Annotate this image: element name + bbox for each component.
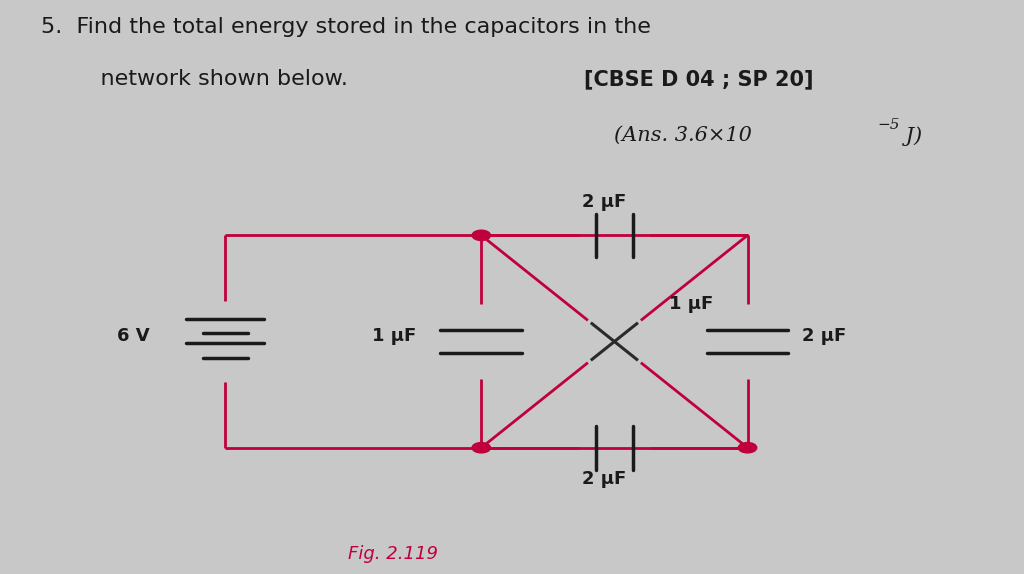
Circle shape (472, 443, 490, 453)
Circle shape (738, 443, 757, 453)
Text: −5: −5 (878, 118, 900, 131)
Text: network shown below.: network shown below. (72, 69, 347, 89)
Text: [CBSE D 04 ; SP 20]: [CBSE D 04 ; SP 20] (584, 69, 813, 89)
Text: Fig. 2.119: Fig. 2.119 (348, 545, 438, 563)
Text: 2 μF: 2 μF (582, 193, 627, 211)
Text: 5.  Find the total energy stored in the capacitors in the: 5. Find the total energy stored in the c… (41, 17, 651, 37)
Text: 6 V: 6 V (117, 327, 150, 345)
Text: J): J) (899, 126, 923, 146)
Text: 2 μF: 2 μF (582, 470, 627, 488)
Text: (Ans. 3.6×10: (Ans. 3.6×10 (614, 126, 753, 145)
Text: 2 μF: 2 μF (802, 327, 847, 345)
Text: 1 μF: 1 μF (372, 327, 417, 345)
Text: 1 μF: 1 μF (669, 295, 714, 313)
Circle shape (472, 230, 490, 241)
